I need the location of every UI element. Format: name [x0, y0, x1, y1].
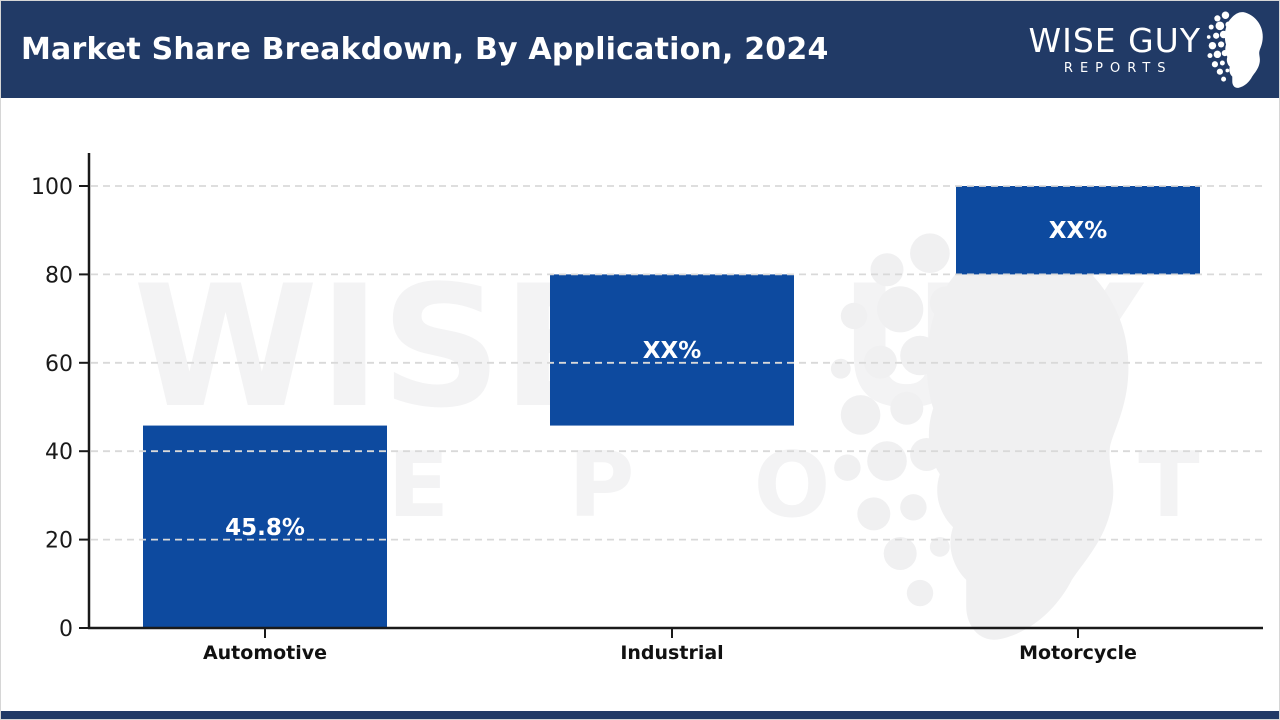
value-label-industrial: XX% [643, 338, 702, 364]
y-tick-label-100: 100 [31, 175, 73, 200]
y-tick-label-0: 0 [59, 617, 73, 642]
category-label-automotive: Automotive [203, 642, 327, 664]
y-tick-label-40: 40 [45, 440, 73, 465]
y-tick-label-20: 20 [45, 529, 73, 554]
y-tick-label-60: 60 [45, 352, 73, 377]
value-label-motorcycle: XX% [1049, 218, 1108, 244]
category-label-industrial: Industrial [620, 642, 723, 664]
y-tick-label-80: 80 [45, 263, 73, 288]
bar-motorcycle [956, 186, 1200, 275]
logo-wiseguy-text: WISE GUY [1028, 21, 1201, 60]
bar-industrial [550, 274, 794, 426]
value-label-automotive: 45.8% [225, 515, 305, 541]
wiseguy-logo: WISE GUY REPORTS [1028, 7, 1267, 93]
footer-bar [1, 711, 1279, 719]
category-label-motorcycle: Motorcycle [1019, 642, 1137, 664]
logo-reports-text: REPORTS [1063, 61, 1173, 76]
dotted-head-logo-icon [1206, 11, 1263, 88]
header-bar: Market Share Breakdown, By Application, … [1, 1, 1279, 98]
chart-title: Market Share Breakdown, By Application, … [21, 32, 829, 67]
bar-automotive [143, 425, 387, 628]
